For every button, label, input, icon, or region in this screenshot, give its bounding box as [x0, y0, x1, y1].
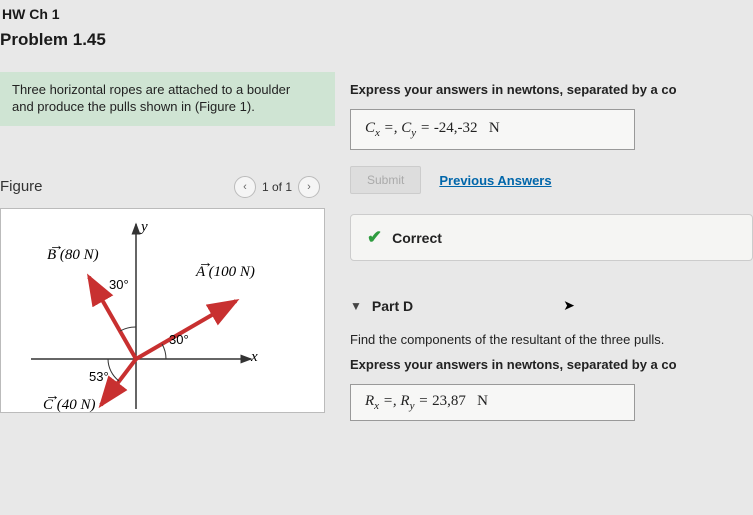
figure-label: Figure	[0, 178, 43, 195]
partd-answer-value: 23,87	[432, 393, 466, 409]
figure-canvas: →B (80 N) →A (100 N) →C (40 N) y x 30° 3…	[0, 208, 325, 413]
feedback-text: Correct	[392, 230, 442, 246]
partd-label: Part D	[372, 298, 413, 314]
partd-question: Find the components of the resultant of …	[350, 332, 753, 347]
previous-answers-link[interactable]: Previous Answers	[439, 173, 551, 188]
caret-down-icon: ▼	[350, 299, 362, 313]
feedback-box: ✔ Correct	[350, 214, 753, 261]
partd-answer-box[interactable]: Rx =, Ry = 23,87 N	[350, 384, 635, 421]
angle-c-label: 53°	[89, 369, 109, 384]
partd-header[interactable]: ▼ Part D ➤	[350, 297, 753, 314]
partc-instruction: Express your answers in newtons, separat…	[350, 72, 753, 109]
x-axis-label: x	[251, 349, 258, 366]
check-icon: ✔	[367, 227, 382, 248]
figure-next-button[interactable]: ›	[298, 176, 320, 198]
partd-answer-unit: N	[477, 393, 488, 409]
figure-nav: ‹ 1 of 1 ›	[234, 176, 320, 198]
partc-answer-unit: N	[489, 120, 500, 136]
angle-a-label: 30°	[169, 332, 189, 347]
partc-answer-box: Cx =, Cy = -24,-32 N	[350, 109, 635, 150]
y-axis-label: y	[141, 219, 148, 236]
angle-b-label: 30°	[109, 277, 129, 292]
vector-c-label: →C (40 N)	[43, 397, 96, 414]
problem-prompt: Three horizontal ropes are attached to a…	[0, 72, 335, 126]
cursor-icon: ➤	[563, 297, 575, 314]
figure-counter: 1 of 1	[262, 180, 292, 194]
partd-instruction: Express your answers in newtons, separat…	[350, 357, 753, 372]
prompt-line2: and produce the pulls shown in (Figure 1…	[12, 99, 255, 114]
problem-title: Problem 1.45	[0, 30, 753, 72]
figure-prev-button[interactable]: ‹	[234, 176, 256, 198]
partc-answer-value: -24,-32	[434, 120, 478, 136]
submit-button[interactable]: Submit	[350, 166, 421, 194]
assignment-title: HW Ch 1	[0, 6, 753, 30]
prompt-line1: Three horizontal ropes are attached to a…	[12, 82, 290, 97]
vector-a-label: →A (100 N)	[196, 264, 255, 281]
vector-b-label: →B (80 N)	[47, 247, 99, 264]
